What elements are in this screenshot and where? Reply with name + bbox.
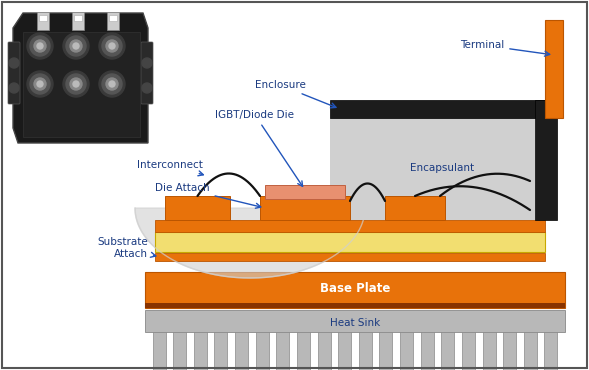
FancyBboxPatch shape	[23, 32, 140, 137]
Circle shape	[73, 43, 79, 49]
FancyBboxPatch shape	[544, 332, 557, 370]
FancyBboxPatch shape	[74, 15, 82, 21]
Circle shape	[34, 78, 46, 90]
FancyBboxPatch shape	[155, 220, 545, 232]
FancyBboxPatch shape	[503, 332, 516, 370]
FancyBboxPatch shape	[462, 332, 475, 370]
FancyBboxPatch shape	[545, 20, 563, 118]
FancyBboxPatch shape	[421, 332, 434, 370]
Text: Substrate
Attach: Substrate Attach	[97, 237, 156, 259]
Polygon shape	[135, 208, 365, 278]
FancyBboxPatch shape	[535, 100, 557, 220]
Circle shape	[37, 43, 43, 49]
Text: Encapsulant: Encapsulant	[411, 163, 475, 173]
Circle shape	[102, 36, 122, 56]
Circle shape	[9, 83, 19, 93]
Circle shape	[109, 43, 115, 49]
Circle shape	[37, 81, 43, 87]
FancyBboxPatch shape	[385, 196, 445, 220]
FancyBboxPatch shape	[145, 272, 565, 308]
Circle shape	[63, 33, 89, 59]
Circle shape	[106, 78, 118, 90]
FancyBboxPatch shape	[165, 196, 230, 220]
Circle shape	[34, 40, 46, 52]
FancyBboxPatch shape	[330, 118, 535, 220]
Text: Heat Sink: Heat Sink	[330, 318, 380, 328]
Circle shape	[27, 71, 53, 97]
Circle shape	[27, 33, 53, 59]
FancyBboxPatch shape	[155, 232, 545, 252]
FancyBboxPatch shape	[107, 12, 119, 30]
FancyBboxPatch shape	[173, 332, 186, 370]
FancyBboxPatch shape	[524, 332, 537, 370]
FancyBboxPatch shape	[72, 12, 84, 30]
FancyBboxPatch shape	[37, 12, 49, 30]
FancyBboxPatch shape	[317, 332, 330, 370]
Text: Die Attach: Die Attach	[155, 183, 261, 208]
Circle shape	[142, 58, 152, 68]
Circle shape	[109, 81, 115, 87]
FancyBboxPatch shape	[330, 100, 557, 118]
Polygon shape	[13, 13, 148, 143]
FancyBboxPatch shape	[265, 185, 345, 199]
Text: Terminal: Terminal	[460, 40, 550, 56]
Text: Base Plate: Base Plate	[320, 282, 390, 295]
Text: Interconnect: Interconnect	[137, 160, 203, 176]
FancyBboxPatch shape	[39, 15, 47, 21]
Text: Metalized Substrate: Metalized Substrate	[267, 239, 393, 249]
FancyBboxPatch shape	[145, 310, 565, 332]
Circle shape	[66, 36, 86, 56]
Circle shape	[30, 36, 50, 56]
Circle shape	[63, 71, 89, 97]
FancyBboxPatch shape	[338, 332, 351, 370]
Text: IGBT/Diode Die: IGBT/Diode Die	[216, 110, 303, 186]
FancyBboxPatch shape	[276, 332, 289, 370]
Circle shape	[106, 40, 118, 52]
Circle shape	[66, 74, 86, 94]
FancyBboxPatch shape	[441, 332, 454, 370]
Circle shape	[9, 58, 19, 68]
FancyBboxPatch shape	[359, 332, 372, 370]
Circle shape	[99, 71, 125, 97]
FancyBboxPatch shape	[214, 332, 227, 370]
FancyBboxPatch shape	[153, 332, 166, 370]
FancyBboxPatch shape	[256, 332, 269, 370]
FancyBboxPatch shape	[155, 253, 545, 261]
Circle shape	[30, 74, 50, 94]
FancyBboxPatch shape	[379, 332, 392, 370]
FancyBboxPatch shape	[109, 15, 117, 21]
FancyBboxPatch shape	[141, 42, 153, 104]
Circle shape	[73, 81, 79, 87]
Circle shape	[102, 74, 122, 94]
FancyBboxPatch shape	[400, 332, 413, 370]
FancyBboxPatch shape	[6, 6, 155, 150]
Circle shape	[70, 78, 82, 90]
FancyBboxPatch shape	[297, 332, 310, 370]
Circle shape	[142, 83, 152, 93]
FancyBboxPatch shape	[260, 196, 350, 220]
FancyBboxPatch shape	[194, 332, 207, 370]
FancyBboxPatch shape	[482, 332, 495, 370]
FancyBboxPatch shape	[145, 303, 565, 308]
Circle shape	[99, 33, 125, 59]
FancyBboxPatch shape	[235, 332, 248, 370]
Text: Enclosure: Enclosure	[254, 80, 336, 108]
FancyBboxPatch shape	[8, 42, 20, 104]
Circle shape	[70, 40, 82, 52]
